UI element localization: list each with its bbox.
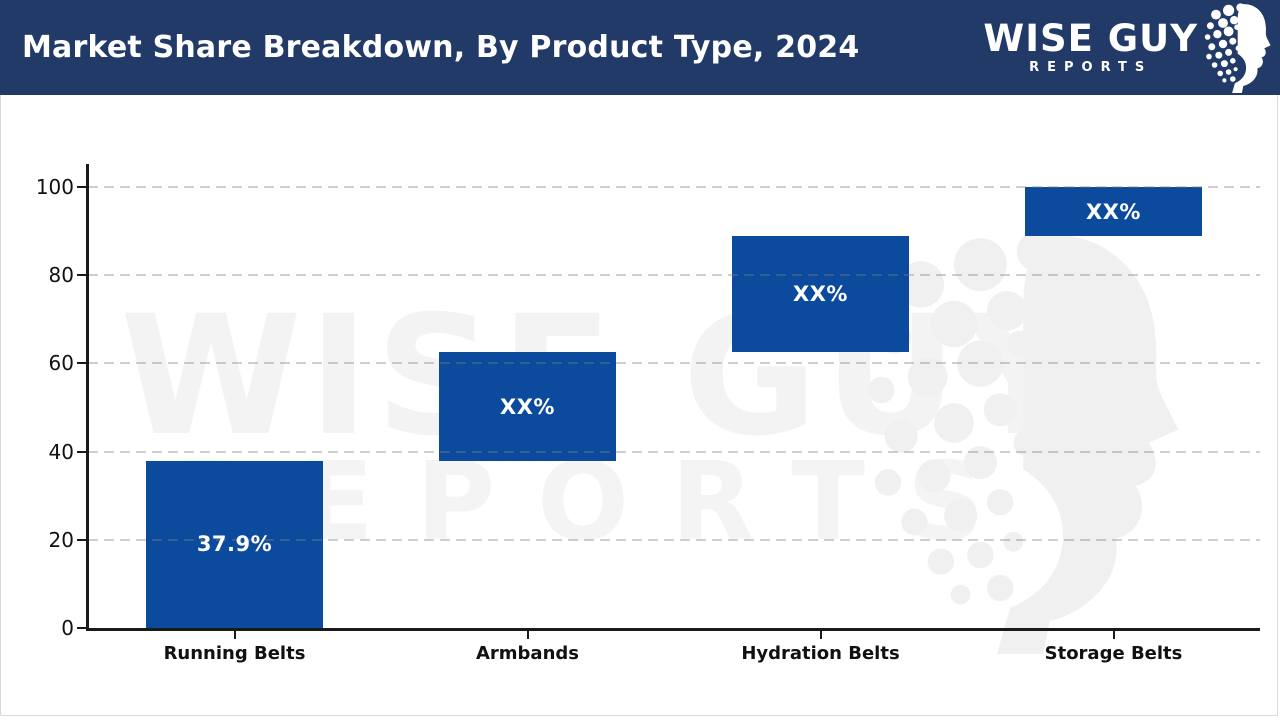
y-tick-40 [77,450,86,453]
x-axis [86,628,1260,631]
header: Market Share Breakdown, By Product Type,… [0,0,1280,95]
category-label-armbands: Armbands [475,643,579,664]
bar-label-running-belts: 37.9% [196,532,273,557]
y-tick-0 [77,627,86,629]
category-label-hydration-belts: Hydration Belts [741,643,900,664]
gridline-80 [88,274,1260,277]
logo-wordmark-line2: REPORTS [1029,59,1153,75]
y-axis [86,164,89,631]
gridline-40 [88,450,1260,453]
bar-label-hydration-belts: XX% [793,282,848,307]
bar-label-storage-belts: XX% [1086,199,1141,224]
category-label-running-belts: Running Belts [163,643,306,664]
y-tick-label-40: 40 [48,439,74,464]
content-frame [0,95,1278,716]
x-tick-running-belts [233,630,236,639]
x-tick-armbands [526,630,529,639]
gridline-20 [88,538,1260,541]
bar-armbands [439,352,616,461]
x-tick-storage-belts [1112,630,1115,639]
y-tick-label-0: 0 [61,616,74,640]
y-tick-20 [77,538,86,541]
y-tick-label-60: 60 [48,351,74,376]
gridline-100 [88,186,1260,188]
y-tick-100 [77,186,86,188]
bar-running-belts [146,460,323,628]
y-tick-60 [77,362,86,365]
y-tick-label-20: 20 [48,527,74,552]
logo-wordmark: WISE GUY REPORTS [983,16,1198,76]
y-tick-80 [77,274,86,277]
logo-wordmark-line1: WISE GUY [983,16,1198,60]
x-tick-hydration-belts [819,630,822,639]
brand-logo: WISE GUY REPORTS [983,0,1272,95]
bar-storage-belts [1025,187,1202,237]
chart-title: Market Share Breakdown, By Product Type,… [22,30,860,65]
bar-label-armbands: XX% [500,394,555,419]
y-tick-label-80: 80 [48,263,74,288]
category-label-storage-belts: Storage Belts [1044,643,1183,664]
gridline-60 [88,362,1260,365]
y-tick-label-100: 100 [35,175,74,199]
bar-hydration-belts [732,236,909,353]
